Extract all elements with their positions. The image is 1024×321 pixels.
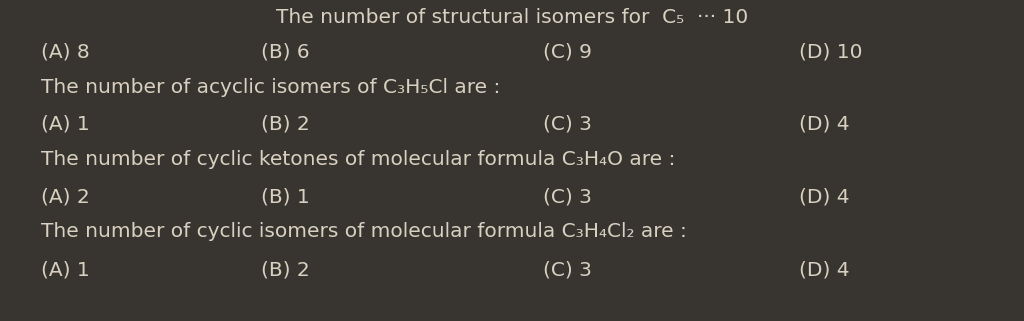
Text: (A) 1: (A) 1	[41, 260, 90, 279]
Text: (C) 3: (C) 3	[543, 115, 592, 134]
Text: (C) 3: (C) 3	[543, 188, 592, 207]
Text: The number of cyclic isomers of molecular formula C₃H₄Cl₂ are :: The number of cyclic isomers of molecula…	[41, 222, 687, 241]
Text: (C) 3: (C) 3	[543, 260, 592, 279]
Text: (A) 8: (A) 8	[41, 42, 90, 61]
Text: (D) 4: (D) 4	[799, 260, 849, 279]
Text: The number of cyclic ketones of molecular formula C₃H₄O are :: The number of cyclic ketones of molecula…	[41, 150, 676, 169]
Text: (B) 2: (B) 2	[261, 260, 310, 279]
Text: The number of structural isomers for  C₅  ··· 10: The number of structural isomers for C₅ …	[275, 8, 749, 27]
Text: (A) 1: (A) 1	[41, 115, 90, 134]
Text: The number of acyclic isomers of C₃H₅Cl are :: The number of acyclic isomers of C₃H₅Cl …	[41, 78, 501, 97]
Text: (D) 10: (D) 10	[799, 42, 862, 61]
Text: (A) 2: (A) 2	[41, 188, 90, 207]
Text: (B) 6: (B) 6	[261, 42, 309, 61]
Text: (D) 4: (D) 4	[799, 188, 849, 207]
Text: (B) 2: (B) 2	[261, 115, 310, 134]
Text: (C) 9: (C) 9	[543, 42, 592, 61]
Text: (D) 4: (D) 4	[799, 115, 849, 134]
Text: (B) 1: (B) 1	[261, 188, 310, 207]
